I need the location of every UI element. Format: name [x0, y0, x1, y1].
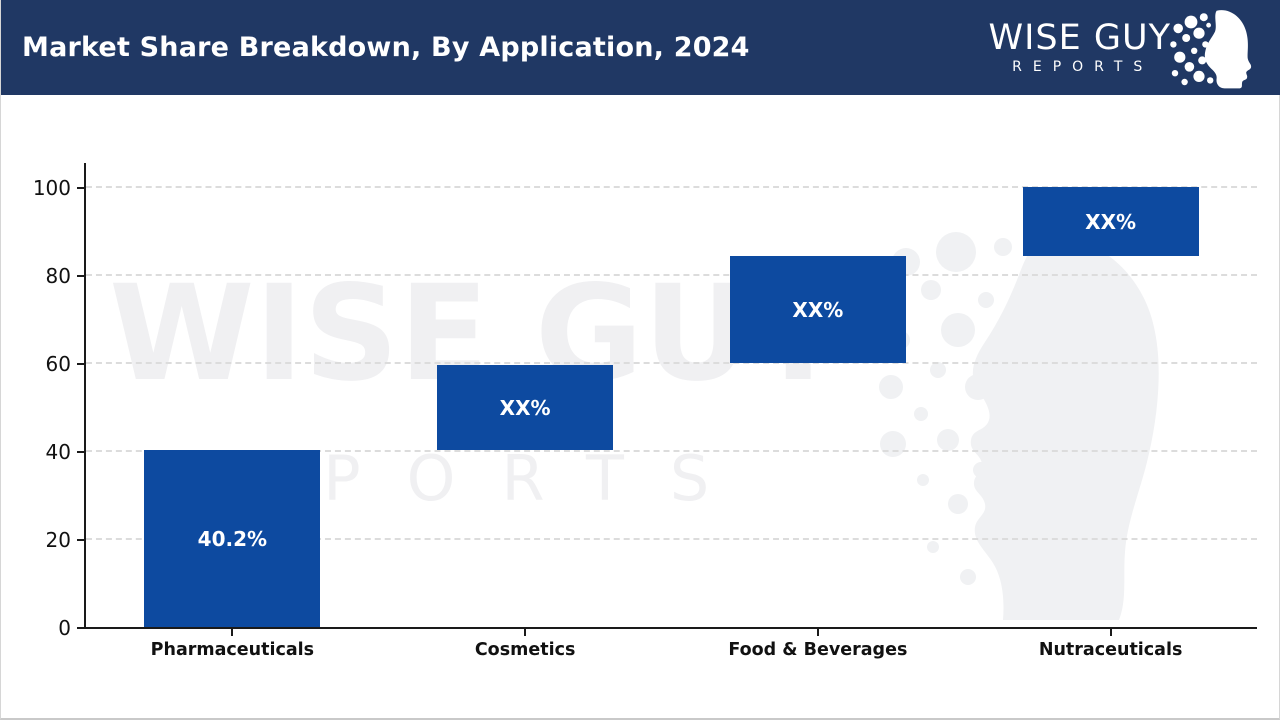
- y-tick-0: [77, 627, 84, 629]
- x-tick-3: [816, 629, 819, 636]
- page-title: Market Share Breakdown, By Application, …: [22, 32, 750, 63]
- y-axis-spine: [84, 163, 86, 629]
- x-category-label-2: Cosmetics: [474, 640, 576, 660]
- bar-pharmaceuticals: 40.2%: [144, 450, 321, 627]
- x-tick-2: [524, 629, 527, 636]
- bar-food-beverages: XX%: [729, 256, 906, 363]
- bar-value-label: XX%: [1085, 209, 1137, 234]
- brand-logo: WISE GUY REPORTS: [988, 6, 1255, 90]
- gridline-20: [86, 538, 1257, 540]
- bar-nutraceuticals: XX%: [1022, 187, 1199, 257]
- x-tick-1: [231, 629, 234, 636]
- y-tick-label-0: 0: [58, 616, 71, 640]
- y-tick-label-100: 100: [32, 176, 71, 200]
- y-tick-100: [77, 187, 84, 189]
- gridline-40: [86, 450, 1257, 452]
- bar-value-label: XX%: [499, 395, 551, 420]
- gridline-100: [86, 186, 1257, 188]
- y-tick-20: [77, 539, 84, 541]
- y-tick-label-80: 80: [45, 264, 71, 288]
- bar-value-label: XX%: [792, 297, 844, 322]
- y-tick-80: [77, 275, 84, 277]
- x-category-label-3: Food & Beverages: [728, 640, 908, 660]
- brand-logo-text: WISE GUY REPORTS: [988, 17, 1171, 75]
- y-tick-60: [77, 363, 84, 365]
- x-category-label-4: Nutraceuticals: [1038, 640, 1183, 660]
- watermark-face-dots-icon: [872, 232, 1159, 620]
- y-tick-label-20: 20: [45, 528, 71, 552]
- header-bar: Market Share Breakdown, By Application, …: [1, 0, 1280, 95]
- brand-name: WISE GUY: [988, 17, 1171, 58]
- y-tick-label-40: 40: [45, 440, 71, 464]
- brand-subtitle: REPORTS: [1012, 58, 1154, 75]
- x-tick-4: [1109, 629, 1112, 636]
- gridline-60: [86, 362, 1257, 364]
- bar-cosmetics: XX%: [437, 365, 614, 451]
- y-tick-40: [77, 451, 84, 453]
- brand-face-dots-icon: [1170, 9, 1252, 88]
- x-axis-spine: [84, 627, 1257, 629]
- y-tick-label-60: 60: [45, 352, 71, 376]
- gridline-80: [86, 274, 1257, 276]
- x-category-label-1: Pharmaceuticals: [150, 640, 315, 660]
- bar-value-label: 40.2%: [197, 526, 268, 551]
